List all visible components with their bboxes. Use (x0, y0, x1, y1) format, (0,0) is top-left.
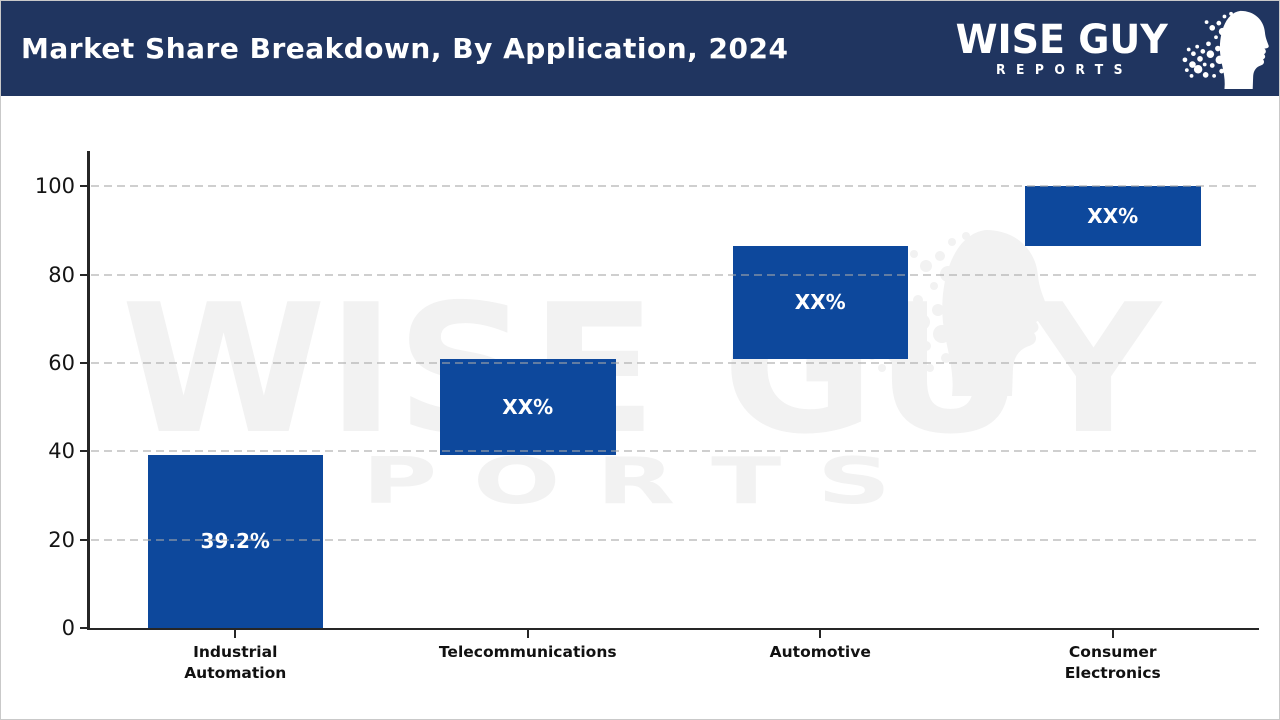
y-tick-label-80: 80 (48, 262, 75, 287)
y-tick-label-20: 20 (48, 527, 75, 552)
bar-value-label-industrial-automation: 39.2% (200, 529, 270, 554)
x-axis-label-telecommunications: Telecommunications (398, 642, 658, 663)
bar-telecommunications: XX% (440, 358, 616, 455)
x-axis-label-line: Automation (184, 664, 287, 682)
x-axis-label-industrial-automation: Industrial Automation (105, 642, 365, 684)
logo-wordmark: WISE GUY REPORTS (955, 20, 1167, 78)
bar-consumer-electronics: XX% (1025, 186, 1201, 246)
bar-value-label-consumer-electronics: XX% (1087, 203, 1139, 228)
y-tick-mark-20 (80, 538, 89, 541)
y-tick-label-40: 40 (48, 439, 75, 464)
y-tick-mark-60 (80, 362, 89, 364)
bar-value-label-telecommunications: XX% (502, 394, 554, 419)
y-tick-label-0: 0 (61, 616, 75, 640)
gridline-60 (91, 362, 1259, 364)
y-tick-label-100: 100 (34, 174, 75, 199)
x-axis-label-line: Consumer (1068, 643, 1157, 661)
gridline-100 (91, 185, 1259, 188)
x-tick-mark-industrial-automation (234, 630, 237, 638)
y-tick-mark-80 (80, 273, 89, 276)
gridline-80 (91, 273, 1259, 276)
y-tick-mark-40 (80, 450, 89, 453)
logo-text-wise-guy: WISE GUY (955, 17, 1168, 63)
bar-industrial-automation: 39.2% (147, 454, 323, 628)
bar-value-label-automotive: XX% (794, 290, 846, 315)
y-tick-label-60: 60 (48, 351, 75, 375)
x-axis-label-line: Industrial (193, 643, 278, 661)
y-tick-mark-0 (80, 627, 89, 629)
header-bar: Market Share Breakdown, By Application, … (1, 1, 1279, 96)
x-axis-label-line: Automotive (769, 643, 871, 661)
wise-guy-logo: WISE GUY REPORTS (950, 7, 1271, 91)
gridline-40 (91, 450, 1259, 453)
x-axis-label-line: Telecommunications (438, 643, 617, 661)
x-axis-line (87, 627, 1259, 630)
x-tick-mark-telecommunications (526, 630, 529, 638)
x-axis-label-automotive: Automotive (690, 642, 950, 663)
gridline-20 (91, 538, 1259, 541)
x-tick-mark-automotive (819, 630, 822, 638)
page-title: Market Share Breakdown, By Application, … (21, 32, 789, 65)
x-axis-label-line: Electronics (1064, 664, 1161, 682)
x-tick-mark-consumer-electronics (1111, 630, 1114, 638)
y-tick-mark-100 (80, 185, 89, 188)
y-axis-line (87, 151, 90, 630)
logo-text-reports: REPORTS (995, 63, 1133, 78)
bar-automotive: XX% (732, 245, 908, 359)
x-axis-label-consumer-electronics: Consumer Electronics (983, 642, 1243, 684)
waterfall-chart: WISE GUY R E P O R T S 0 20 40 60 80 100 39.2%… (1, 96, 1279, 719)
